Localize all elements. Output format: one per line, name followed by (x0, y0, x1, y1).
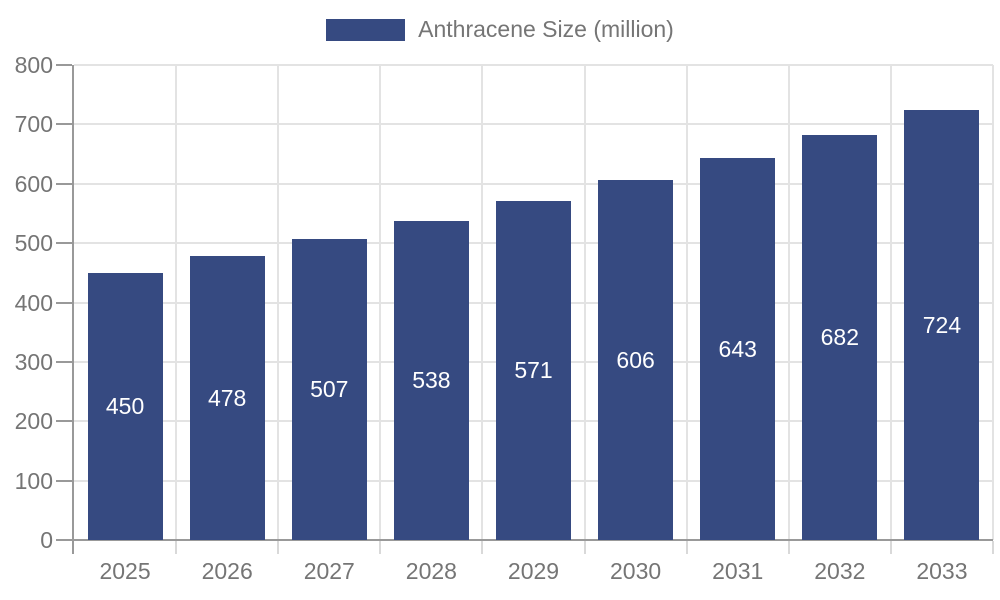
bar-value-label: 682 (820, 324, 860, 351)
bar-value-label: 724 (922, 311, 962, 338)
bar[interactable]: 724 (904, 110, 980, 540)
x-axis-tick (277, 541, 280, 554)
y-tick-label: 300 (14, 348, 53, 375)
x-axis-tick (685, 541, 688, 554)
v-gridline (583, 65, 586, 540)
y-tick-label: 800 (14, 52, 53, 78)
bar[interactable]: 682 (802, 135, 878, 540)
x-axis-tick (787, 541, 790, 554)
v-gridline (787, 65, 790, 540)
y-axis-tick (56, 182, 72, 185)
legend[interactable]: Anthracene Size (million) (0, 16, 1000, 43)
v-gridline (992, 65, 994, 540)
y-axis-tick (56, 242, 72, 245)
y-tick-label: 0 (40, 527, 53, 553)
y-tick-label: 200 (14, 408, 53, 435)
legend-label: Anthracene Size (million) (418, 16, 674, 42)
bar-value-label: 478 (207, 384, 247, 411)
y-tick-label: 100 (14, 467, 53, 494)
legend-swatch (326, 18, 406, 41)
v-gridline (175, 65, 178, 540)
x-tick-label: 2027 (303, 558, 355, 584)
x-tick-label: 2032 (814, 558, 866, 584)
y-axis-tick (56, 420, 72, 423)
x-tick-label: 2031 (712, 558, 764, 584)
y-axis-tick (56, 64, 72, 66)
bar[interactable]: 643 (700, 158, 776, 540)
x-axis-tick (481, 541, 484, 554)
x-axis-tick (889, 541, 892, 554)
x-tick-label: 2029 (507, 558, 560, 584)
bar-value-label: 507 (310, 375, 349, 402)
y-axis-tick (56, 360, 72, 363)
y-axis-tick (56, 123, 72, 126)
y-axis-tick (56, 539, 72, 541)
x-axis-tick (583, 541, 586, 554)
bar-value-label: 643 (718, 335, 757, 362)
x-tick-label: 2026 (201, 558, 253, 584)
x-axis-tick (175, 541, 178, 554)
v-gridline (889, 65, 892, 540)
y-axis-tick (56, 479, 72, 482)
bar[interactable]: 450 (87, 272, 163, 540)
bar[interactable]: 606 (598, 180, 674, 540)
h-gridline (74, 123, 993, 126)
v-gridline (685, 65, 688, 540)
y-tick-label: 500 (14, 230, 53, 257)
bar-value-label: 606 (616, 346, 655, 373)
y-tick-label: 700 (14, 111, 53, 138)
bar-value-label: 450 (105, 392, 145, 419)
v-gridline (379, 65, 382, 540)
bar[interactable]: 538 (393, 220, 469, 540)
v-gridline (277, 65, 280, 540)
x-axis-tick (379, 541, 382, 554)
bar[interactable]: 571 (496, 200, 571, 540)
bar[interactable]: 478 (189, 256, 265, 540)
x-tick-label: 2033 (916, 558, 968, 584)
bar-value-label: 538 (412, 366, 451, 393)
x-tick-label: 2030 (610, 558, 662, 584)
v-gridline (481, 65, 484, 540)
bar-value-label: 571 (514, 356, 553, 383)
y-axis-tick (56, 301, 72, 304)
y-tick-label: 400 (14, 289, 53, 316)
h-gridline (74, 182, 993, 185)
y-axis-line (72, 65, 74, 554)
bar[interactable]: 507 (291, 238, 367, 540)
x-tick-label: 2028 (405, 558, 457, 584)
x-tick-label: 2025 (99, 558, 151, 584)
h-gridline (74, 64, 993, 66)
y-tick-label: 600 (14, 170, 53, 197)
x-axis-tick (992, 541, 994, 554)
x-axis-line (72, 539, 993, 541)
